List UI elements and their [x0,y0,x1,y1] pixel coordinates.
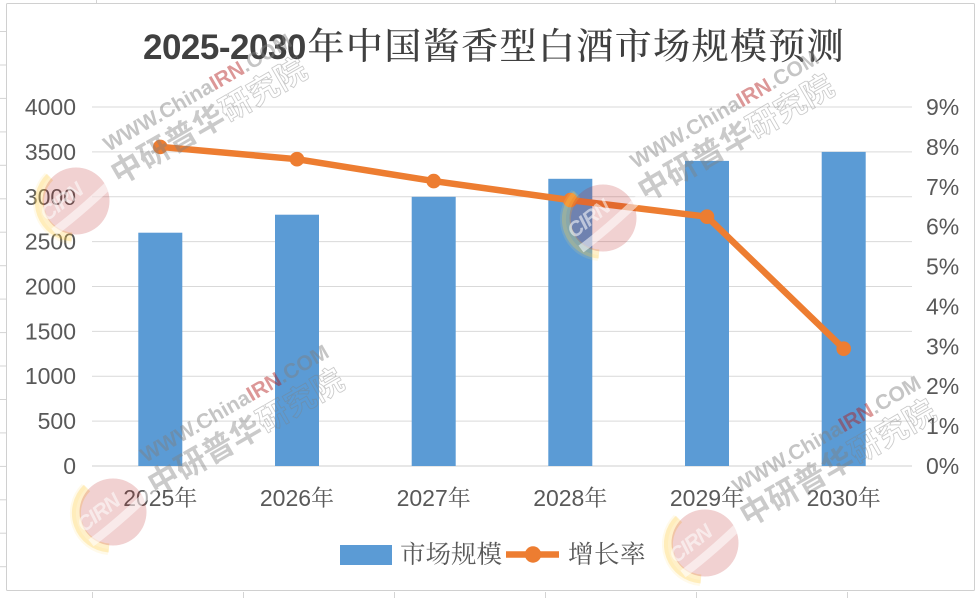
svg-text:4%: 4% [926,293,959,319]
svg-text:2027: 2027 [397,485,448,511]
svg-text:2028: 2028 [533,485,584,511]
svg-text:3500: 3500 [25,139,76,165]
svg-text:5%: 5% [926,254,959,280]
svg-text:0: 0 [63,453,76,479]
svg-text:1500: 1500 [25,318,76,344]
svg-text:9%: 9% [926,94,959,120]
svg-text:2000: 2000 [25,274,76,300]
svg-text:4000: 4000 [25,94,76,120]
svg-text:0%: 0% [926,453,959,479]
svg-text:2029: 2029 [670,485,721,511]
svg-text:500: 500 [38,408,76,434]
svg-text:2500: 2500 [25,229,76,255]
svg-text:2030: 2030 [807,485,858,511]
svg-text:1000: 1000 [25,363,76,389]
svg-text:1%: 1% [926,413,959,439]
svg-text:7%: 7% [926,174,959,200]
svg-text:6%: 6% [926,214,959,240]
svg-text:2026: 2026 [260,485,311,511]
svg-text:2%: 2% [926,373,959,399]
svg-text:3%: 3% [926,333,959,359]
svg-text:8%: 8% [926,134,959,160]
svg-text:2025-2030: 2025-2030 [143,28,306,67]
svg-text:3000: 3000 [25,184,76,210]
